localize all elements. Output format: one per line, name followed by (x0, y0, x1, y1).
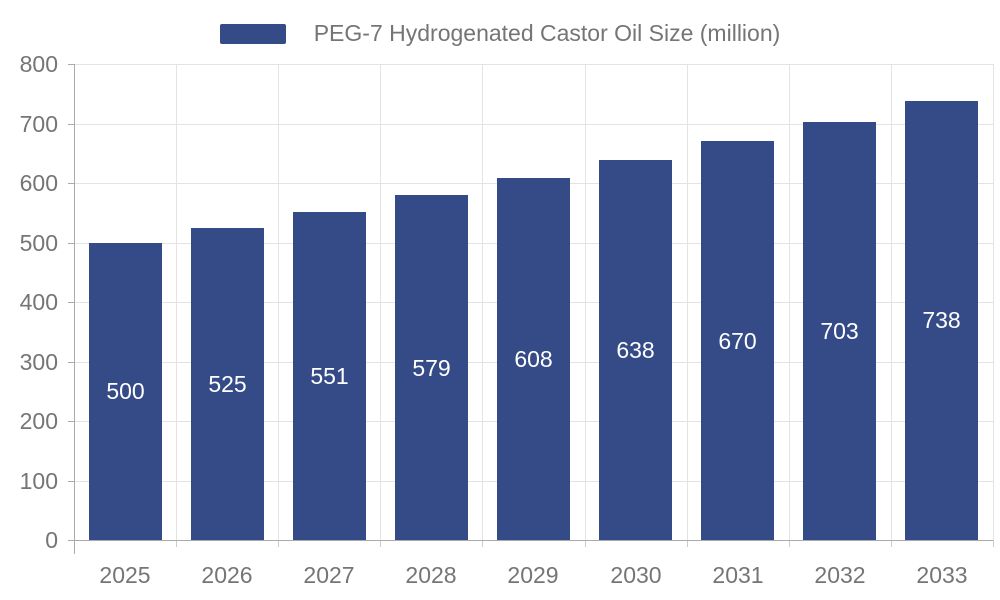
y-axis-tick (68, 540, 74, 541)
bar (89, 243, 162, 541)
bar-value-label: 579 (412, 355, 451, 381)
x-axis-tick-label: 2029 (507, 562, 559, 588)
x-axis-tick (278, 540, 279, 547)
gridline-vertical (687, 64, 688, 540)
x-axis-tick-label: 2028 (405, 562, 457, 588)
bar (701, 141, 774, 540)
y-axis-line (74, 64, 75, 554)
bar-value-label: 670 (718, 328, 757, 354)
bar (191, 228, 264, 540)
gridline-vertical (380, 64, 381, 540)
legend-label: PEG-7 Hydrogenated Castor Oil Size (mill… (313, 20, 781, 46)
gridline-vertical (789, 64, 790, 540)
bar-value-label: 738 (922, 307, 961, 333)
x-axis-tick-label: 2025 (99, 562, 151, 588)
legend-item[interactable]: PEG-7 Hydrogenated Castor Oil Size (mill… (0, 20, 1000, 47)
y-axis-tick-label: 700 (19, 111, 58, 137)
x-axis-tick-label: 2026 (201, 562, 253, 588)
y-axis-tick-label: 100 (19, 468, 58, 494)
x-axis-tick (482, 540, 483, 547)
y-axis-tick-label: 0 (45, 527, 58, 553)
x-axis-tick (891, 540, 892, 547)
y-axis-tick-label: 200 (19, 408, 58, 434)
gridline-vertical (993, 64, 994, 540)
x-axis-tick (176, 540, 177, 547)
bar (803, 122, 876, 540)
gridline-horizontal (74, 124, 993, 125)
y-axis-tick (68, 64, 74, 65)
gridline-horizontal (74, 64, 993, 65)
y-axis-tick (68, 302, 74, 303)
bar-value-label: 608 (514, 346, 553, 372)
bar (905, 101, 978, 540)
x-axis-tick (687, 540, 688, 547)
x-axis-tick (789, 540, 790, 547)
y-axis-tick-label: 500 (19, 230, 58, 256)
bar-value-label: 525 (208, 371, 247, 397)
gridline-vertical (482, 64, 483, 540)
x-axis-tick (585, 540, 586, 547)
x-axis-tick-label: 2027 (303, 562, 355, 588)
y-axis-tick-label: 600 (19, 170, 58, 196)
gridline-vertical (891, 64, 892, 540)
bar-value-label: 500 (106, 378, 145, 404)
x-axis-tick-label: 2032 (814, 562, 866, 588)
bar (293, 212, 366, 540)
bar (395, 195, 468, 540)
y-axis-tick (68, 481, 74, 482)
x-axis-tick-label: 2031 (712, 562, 764, 588)
x-axis-tick-label: 2030 (610, 562, 662, 588)
gridline-vertical (585, 64, 586, 540)
bar-value-label: 703 (820, 318, 859, 344)
y-axis-tick-label: 300 (19, 349, 58, 375)
gridline-vertical (278, 64, 279, 540)
bar (497, 178, 570, 540)
y-axis-tick-label: 800 (19, 51, 58, 77)
legend-swatch (219, 23, 286, 44)
y-axis-tick (68, 421, 74, 422)
bar-value-label: 638 (616, 337, 655, 363)
y-axis-tick (68, 183, 74, 184)
gridline-vertical (176, 64, 177, 540)
y-axis-tick (68, 124, 74, 125)
y-axis-tick (68, 362, 74, 363)
x-axis-tick (993, 540, 994, 547)
bar (599, 160, 672, 540)
x-axis-tick (380, 540, 381, 547)
y-axis-tick (68, 243, 74, 244)
y-axis-tick-label: 400 (19, 289, 58, 315)
bar-value-label: 551 (310, 363, 349, 389)
x-axis-tick-label: 2033 (916, 562, 968, 588)
x-axis-line (74, 540, 993, 541)
